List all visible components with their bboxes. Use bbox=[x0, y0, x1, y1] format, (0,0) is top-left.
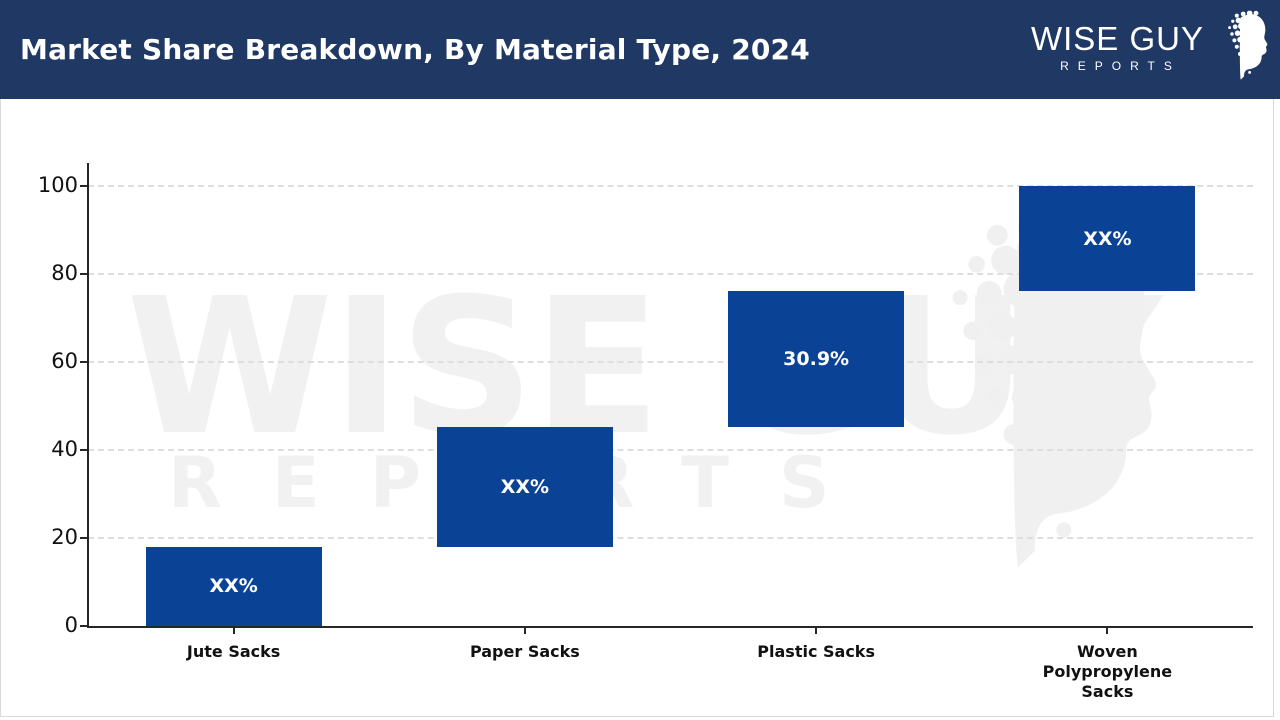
chart-bar: XX% bbox=[145, 546, 322, 626]
header-bar: Market Share Breakdown, By Material Type… bbox=[0, 0, 1280, 99]
chart-bar: XX% bbox=[1019, 186, 1196, 292]
logo-wordmark-text: WISE GUY bbox=[1030, 19, 1204, 57]
bar-value-label: 30.9% bbox=[783, 348, 850, 371]
x-axis-category-label: Paper Sacks bbox=[469, 642, 580, 661]
y-axis-tick-label: 20 bbox=[51, 525, 78, 549]
y-axis-tick-label: 80 bbox=[51, 261, 78, 285]
x-axis-tick-mark bbox=[523, 628, 526, 634]
page-title: Market Share Breakdown, By Material Type… bbox=[20, 33, 810, 66]
chart-bar: XX% bbox=[436, 427, 613, 547]
y-axis-tick-label: 0 bbox=[64, 613, 78, 637]
x-axis-category-label: Plastic Sacks bbox=[757, 642, 875, 661]
bar-value-label: XX% bbox=[1083, 227, 1132, 250]
y-axis-tick-label: 100 bbox=[37, 173, 78, 197]
y-axis-tick-mark bbox=[80, 537, 88, 539]
y-axis-tick-label: 40 bbox=[51, 437, 78, 461]
bar-value-label: XX% bbox=[500, 475, 550, 498]
y-gridline bbox=[88, 273, 1253, 275]
y-gridline bbox=[88, 537, 1253, 539]
logo-wordmark: WISE GUY REPORTS bbox=[1031, 20, 1204, 73]
y-gridline bbox=[88, 449, 1253, 451]
x-axis-tick-mark bbox=[232, 628, 235, 634]
x-axis-category-label: Jute Sacks bbox=[186, 642, 281, 661]
logo-reports-text: REPORTS bbox=[1060, 58, 1181, 73]
x-axis-line bbox=[87, 626, 1253, 628]
x-axis-tick-mark bbox=[1106, 628, 1109, 634]
y-axis-tick-mark bbox=[80, 273, 88, 275]
x-axis-category-label: Woven Polypropylene Sacks bbox=[1042, 642, 1173, 701]
y-axis-line bbox=[87, 163, 89, 628]
y-gridline bbox=[88, 185, 1253, 187]
y-axis-tick-mark bbox=[80, 185, 88, 187]
y-axis-tick-mark bbox=[80, 449, 88, 451]
x-axis-tick-mark bbox=[815, 628, 818, 634]
wise-guy-logo: WISE GUY REPORTS bbox=[1031, 10, 1272, 82]
y-axis-tick-label: 60 bbox=[51, 349, 78, 373]
y-gridline bbox=[88, 361, 1253, 363]
bar-value-label: XX% bbox=[209, 575, 258, 598]
y-axis-tick-mark bbox=[80, 361, 88, 363]
chart-bar: 30.9% bbox=[728, 291, 905, 428]
y-axis-tick-mark bbox=[80, 625, 88, 627]
